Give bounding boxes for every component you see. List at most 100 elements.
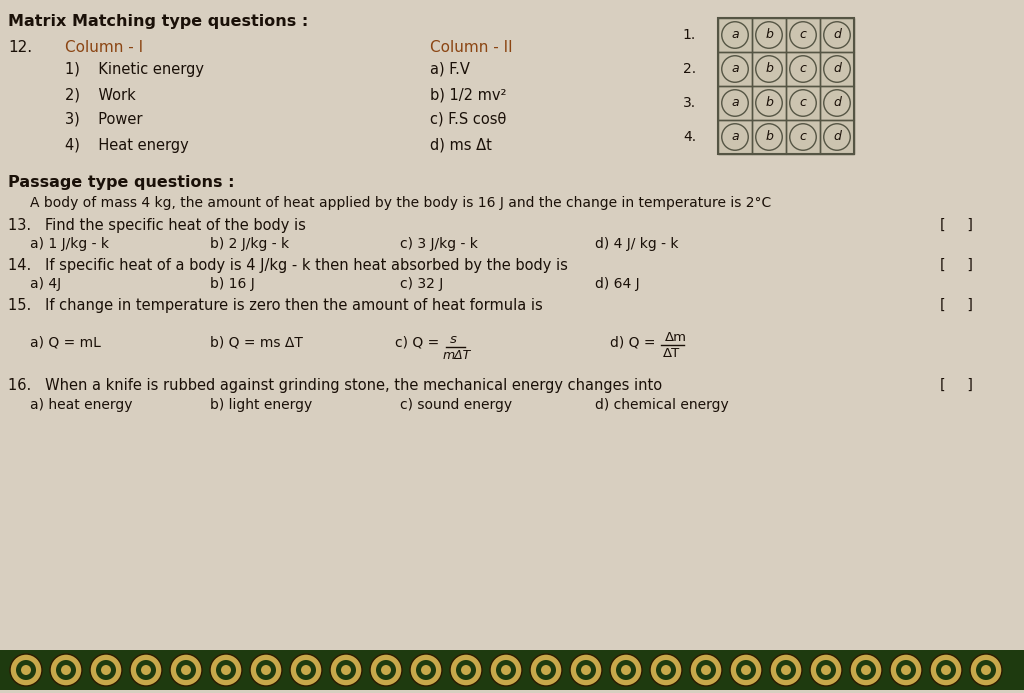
Text: 12.: 12. xyxy=(8,40,32,55)
Bar xyxy=(718,86,752,120)
Circle shape xyxy=(741,665,751,675)
Circle shape xyxy=(536,660,556,680)
Circle shape xyxy=(210,654,242,686)
Circle shape xyxy=(290,654,322,686)
Circle shape xyxy=(790,124,816,150)
Circle shape xyxy=(530,654,562,686)
Text: 14.   If specific heat of a body is 4 J/kg - k then heat absorbed by the body is: 14. If specific heat of a body is 4 J/kg… xyxy=(8,258,568,273)
Circle shape xyxy=(56,660,76,680)
Circle shape xyxy=(770,654,802,686)
Text: a: a xyxy=(731,62,738,76)
Text: b) 16 J: b) 16 J xyxy=(210,277,255,291)
Text: ΔT: ΔT xyxy=(663,347,680,360)
Circle shape xyxy=(336,660,356,680)
Circle shape xyxy=(781,665,791,675)
Circle shape xyxy=(976,660,996,680)
Text: b) light energy: b) light energy xyxy=(210,398,312,412)
Circle shape xyxy=(790,55,816,82)
Circle shape xyxy=(136,660,156,680)
Circle shape xyxy=(130,654,162,686)
Circle shape xyxy=(850,654,882,686)
Text: b) 1/2 mv²: b) 1/2 mv² xyxy=(430,87,507,102)
Text: A body of mass 4 kg, the amount of heat applied by the body is 16 J and the chan: A body of mass 4 kg, the amount of heat … xyxy=(30,196,771,210)
Bar xyxy=(752,52,786,86)
Bar xyxy=(786,86,820,120)
Bar xyxy=(820,86,854,120)
Circle shape xyxy=(296,660,316,680)
Text: 16.   When a knife is rubbed against grinding stone, the mechanical energy chang: 16. When a knife is rubbed against grind… xyxy=(8,378,663,393)
Circle shape xyxy=(541,665,551,675)
Text: c: c xyxy=(800,28,807,42)
Text: d: d xyxy=(834,96,841,109)
Text: [     ]: [ ] xyxy=(940,378,973,392)
Circle shape xyxy=(901,665,911,675)
Circle shape xyxy=(330,654,362,686)
Text: c: c xyxy=(800,96,807,109)
Bar xyxy=(718,18,854,154)
Circle shape xyxy=(456,660,476,680)
Circle shape xyxy=(756,21,782,49)
Circle shape xyxy=(416,660,436,680)
Text: c) sound energy: c) sound energy xyxy=(400,398,512,412)
Text: 3)    Power: 3) Power xyxy=(65,112,142,127)
Circle shape xyxy=(701,665,711,675)
Circle shape xyxy=(301,665,311,675)
Circle shape xyxy=(823,21,850,49)
Circle shape xyxy=(181,665,191,675)
Circle shape xyxy=(821,665,831,675)
Circle shape xyxy=(61,665,71,675)
Circle shape xyxy=(936,660,956,680)
Circle shape xyxy=(461,665,471,675)
Circle shape xyxy=(101,665,111,675)
Bar xyxy=(718,18,752,52)
Circle shape xyxy=(756,89,782,116)
Text: Matrix Matching type questions :: Matrix Matching type questions : xyxy=(8,14,308,29)
Text: 15.   If change in temperature is zero then the amount of heat formula is: 15. If change in temperature is zero the… xyxy=(8,298,543,313)
Text: Δm: Δm xyxy=(665,331,687,344)
Bar xyxy=(786,52,820,86)
Circle shape xyxy=(823,55,850,82)
Text: d: d xyxy=(834,28,841,42)
Text: b) Q = ms ΔT: b) Q = ms ΔT xyxy=(210,335,303,349)
Bar xyxy=(0,650,1024,690)
Circle shape xyxy=(610,654,642,686)
Bar xyxy=(752,86,786,120)
Circle shape xyxy=(381,665,391,675)
Text: d) ms Δt: d) ms Δt xyxy=(430,138,492,153)
Circle shape xyxy=(22,665,31,675)
Circle shape xyxy=(722,89,749,116)
Text: b: b xyxy=(765,130,773,143)
Circle shape xyxy=(861,665,871,675)
Circle shape xyxy=(823,124,850,150)
Circle shape xyxy=(496,660,516,680)
Circle shape xyxy=(722,55,749,82)
Text: d) Q =: d) Q = xyxy=(610,335,659,349)
Text: [     ]: [ ] xyxy=(940,258,973,272)
Circle shape xyxy=(790,89,816,116)
Circle shape xyxy=(890,654,922,686)
Text: a) 4J: a) 4J xyxy=(30,277,61,291)
Text: d) chemical energy: d) chemical energy xyxy=(595,398,729,412)
Circle shape xyxy=(736,660,756,680)
Circle shape xyxy=(570,654,602,686)
Circle shape xyxy=(970,654,1002,686)
Bar xyxy=(752,120,786,154)
Bar xyxy=(718,120,752,154)
Circle shape xyxy=(96,660,116,680)
Text: s: s xyxy=(450,333,457,346)
Circle shape xyxy=(581,665,591,675)
Circle shape xyxy=(341,665,351,675)
Text: d: d xyxy=(834,62,841,76)
Circle shape xyxy=(10,654,42,686)
Text: [     ]: [ ] xyxy=(940,218,973,232)
Text: mΔT: mΔT xyxy=(443,349,471,362)
Text: c) F.S cosθ: c) F.S cosθ xyxy=(430,112,506,127)
Text: d) 4 J/ kg - k: d) 4 J/ kg - k xyxy=(595,237,679,251)
Circle shape xyxy=(216,660,236,680)
Text: a: a xyxy=(731,28,738,42)
Text: Column - II: Column - II xyxy=(430,40,513,55)
Circle shape xyxy=(376,660,396,680)
Circle shape xyxy=(656,660,676,680)
Circle shape xyxy=(410,654,442,686)
Text: a) 1 J/kg - k: a) 1 J/kg - k xyxy=(30,237,109,251)
